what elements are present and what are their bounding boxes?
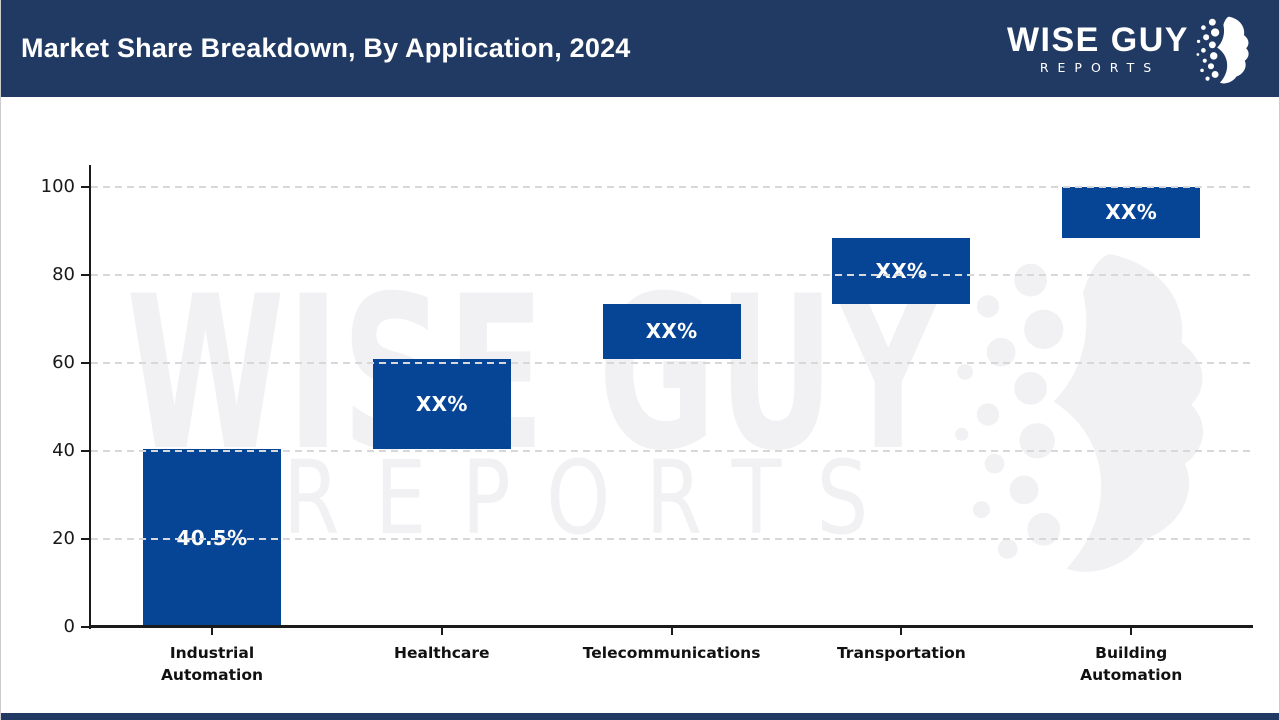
x-tick-label-building-automation: Building Automation (1080, 644, 1183, 684)
bar-industrial-automation: 40.5% (143, 448, 281, 627)
bar-healthcare: XX% (372, 358, 511, 449)
x-tick-industrial-automation (211, 628, 213, 635)
x-tick-label-telecommunications: Telecommunications (582, 644, 761, 662)
gridline-60 (91, 362, 1251, 364)
y-tick-label-40: 40 (52, 440, 75, 461)
y-tick-label-0: 0 (63, 616, 75, 637)
plot-area: 0 20 40 60 80 100 40.5% Industrial Automation XX… (41, 165, 1253, 684)
y-tick-80 (81, 274, 89, 276)
bar-value-label-healthcare: XX% (415, 391, 468, 416)
gridline-20 (91, 538, 1251, 540)
footer-accent-bar (1, 713, 1279, 720)
y-tick-label-60: 60 (52, 352, 75, 373)
y-tick-label-20: 20 (52, 528, 75, 549)
x-tick-label-industrial-automation: Industrial Automation (160, 644, 264, 684)
x-tick-label-healthcare: Healthcare (394, 644, 490, 662)
bar-value-label-telecommunications: XX% (645, 319, 698, 344)
bar-building-automation: XX% (1062, 187, 1201, 238)
x-tick-transportation (900, 628, 903, 635)
y-tick-60 (81, 362, 89, 364)
y-tick-label-100: 100 (40, 176, 75, 197)
y-tick-0 (81, 626, 89, 628)
brand-logo: WISE GUY REPORTS (1007, 12, 1253, 86)
bar-transportation: XX% (832, 237, 971, 304)
y-axis (89, 165, 91, 629)
y-tick-label-80: 80 (52, 264, 75, 285)
logo-wordmark: WISE GUY (1006, 20, 1189, 59)
bar-value-label-transportation: XX% (875, 258, 928, 283)
watermark-face-icon (955, 253, 1204, 572)
x-tick-label-transportation: Transportation (836, 644, 966, 662)
page-title: Market Share Breakdown, By Application, … (21, 33, 631, 63)
y-tick-100 (81, 186, 89, 188)
header: Market Share Breakdown, By Application, … (1, 0, 1279, 97)
x-tick-telecommunications (670, 628, 673, 635)
bar-telecommunications: XX% (602, 303, 741, 359)
gridline-40 (91, 450, 1251, 452)
logo-face-icon (1196, 16, 1249, 83)
bar-value-label-industrial-automation: 40.5% (176, 525, 248, 550)
x-tick-building-automation (1130, 628, 1133, 635)
gridline-100 (91, 186, 1251, 188)
y-tick-20 (81, 538, 89, 540)
bar-value-label-building-automation: XX% (1105, 200, 1158, 225)
logo-subtitle: REPORTS (1039, 59, 1161, 75)
x-tick-healthcare (440, 628, 443, 635)
gridline-80 (91, 274, 1251, 276)
x-axis (89, 625, 1253, 628)
y-tick-40 (81, 450, 89, 452)
